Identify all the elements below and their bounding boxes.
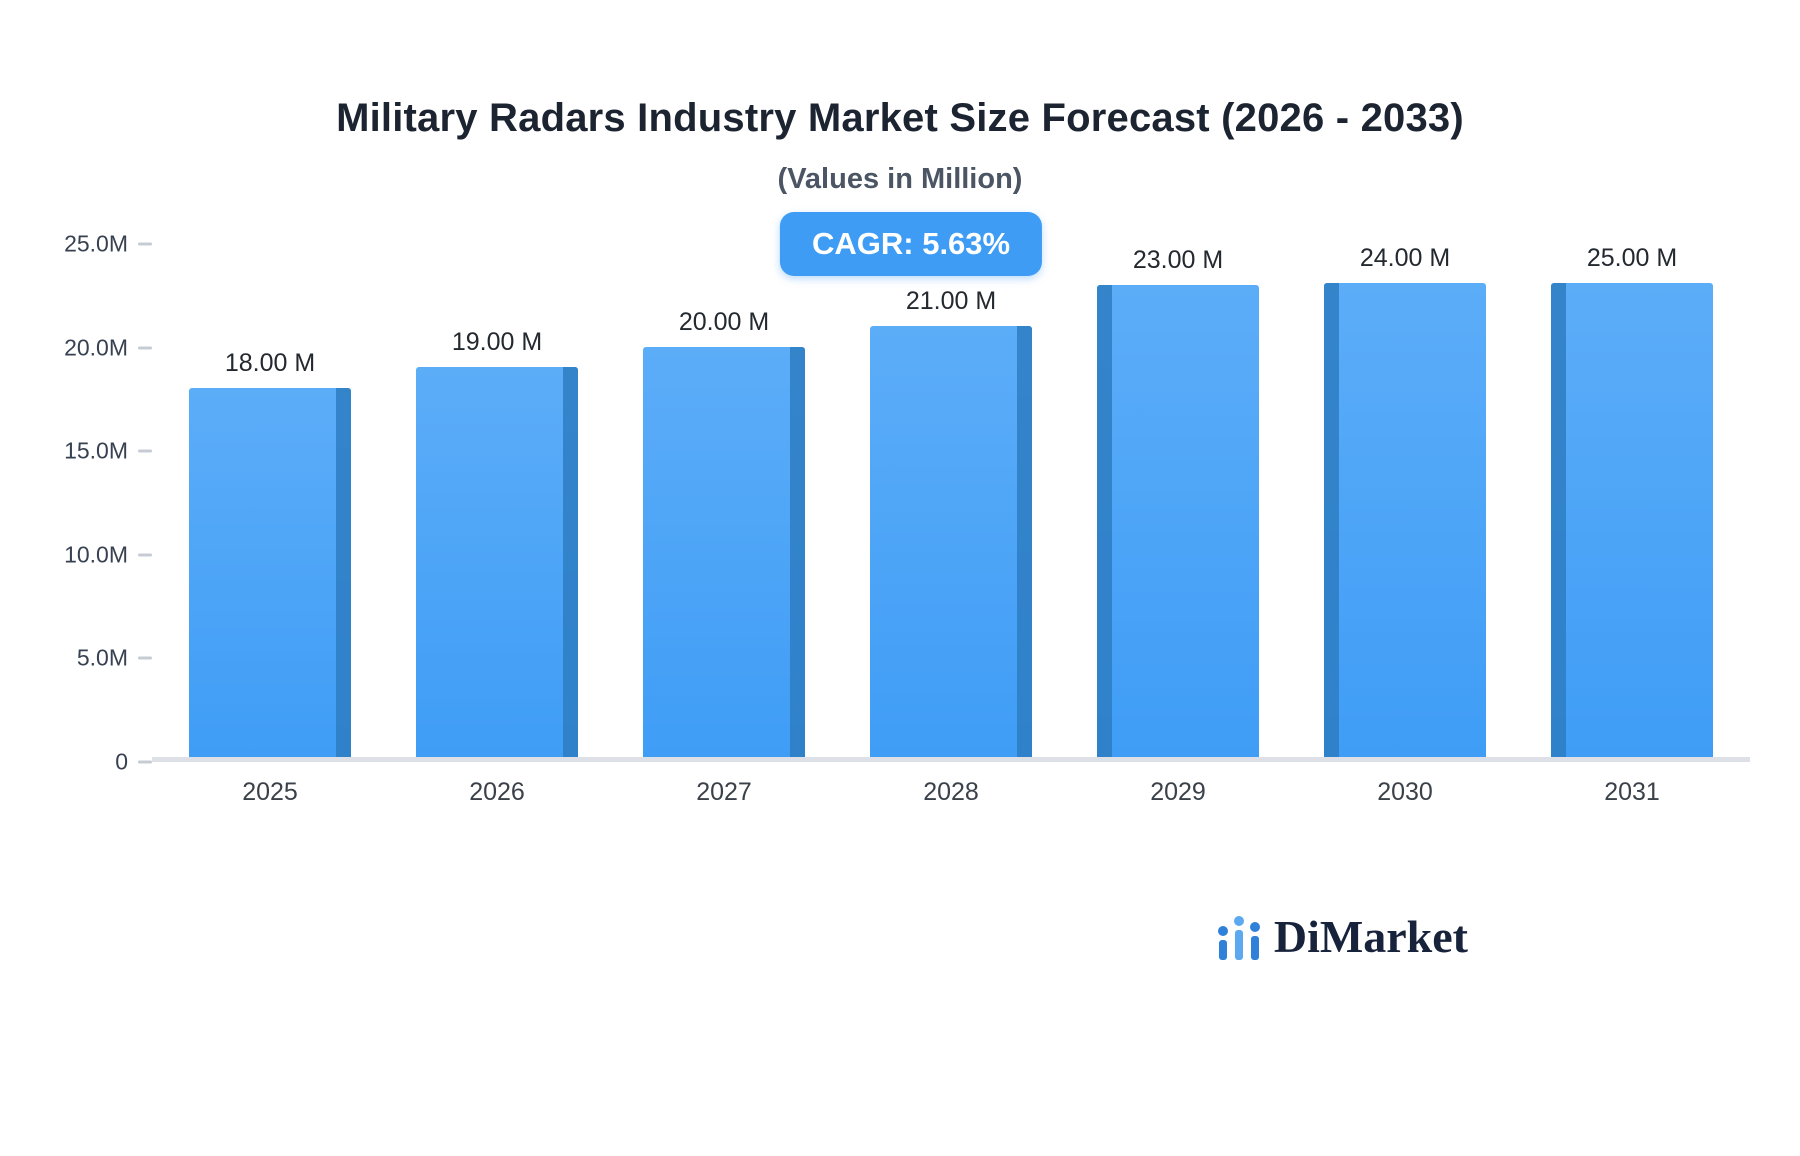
- dimarket-logo-icon: [1217, 916, 1260, 960]
- bar: [1324, 283, 1486, 757]
- chart-header: Military Radars Industry Market Size For…: [0, 0, 1800, 196]
- bar-group: 20.00 M: [643, 244, 805, 758]
- y-tick-label: 25.0M: [64, 230, 128, 257]
- bar-group: 19.00 M: [416, 244, 578, 757]
- x-axis-label: 2029: [1150, 778, 1206, 806]
- y-tick-label: 5.0M: [76, 644, 128, 671]
- bar-value-label: 21.00 M: [905, 287, 997, 316]
- bar-value-label: 25.00 M: [1586, 244, 1678, 272]
- bar-group: 24.00 M: [1324, 244, 1486, 757]
- bar-group: 25.00 M: [1551, 244, 1713, 757]
- bar-group: 23.00 M: [1097, 244, 1259, 757]
- y-axis: 25.0M 20.0M 15.0M 10.0M 5.0M 0: [60, 231, 152, 775]
- x-axis-label: 2026: [469, 778, 525, 806]
- x-axis-label: 2028: [923, 778, 979, 806]
- bar: [189, 387, 351, 758]
- y-tick: 10.0M: [64, 541, 152, 568]
- x-axis-label: 2027: [696, 778, 752, 806]
- chart-area: 25.0M 20.0M 15.0M 10.0M 5.0M 0 CAGR: 5.63% 18…: [60, 212, 1750, 775]
- dimarket-logo-text: DiMarket: [1273, 911, 1468, 962]
- y-tick: 0: [115, 749, 152, 776]
- x-axis-label: 2031: [1604, 778, 1660, 806]
- bar-value-label: 19.00 M: [451, 328, 543, 357]
- bar-value-label: 24.00 M: [1359, 244, 1451, 272]
- y-tick-mark: [138, 449, 152, 453]
- cagr-badge: CAGR: 5.63%: [779, 212, 1043, 276]
- bar: [1097, 285, 1259, 757]
- bar-chart: 25.0M 20.0M 15.0M 10.0M 5.0M 0 CAGR: 5.63% 18…: [50, 212, 1750, 807]
- y-tick-mark: [138, 242, 152, 246]
- y-tick-mark: [138, 656, 152, 660]
- y-tick-mark: [138, 346, 152, 350]
- bar-group: 21.00 M: [870, 244, 1032, 757]
- y-tick-label: 20.0M: [64, 334, 128, 361]
- y-tick: 15.0M: [64, 438, 152, 465]
- y-tick-mark: [138, 760, 152, 764]
- bar-value-label: 23.00 M: [1132, 246, 1224, 275]
- y-tick-mark: [138, 553, 152, 557]
- y-tick: 20.0M: [64, 334, 152, 361]
- page-subtitle: (Values in Million): [777, 163, 1023, 195]
- page-title: Military Radars Industry Market Size For…: [336, 96, 1464, 140]
- y-tick-label: 0: [115, 748, 128, 775]
- dimarket-logo: DiMarket: [1216, 914, 1468, 960]
- bars-container: 18.00 M 19.00 M 20.00 M 21.00 M 23.00 M 24.00…: [160, 244, 1742, 758]
- y-tick-label: 10.0M: [64, 541, 128, 568]
- x-axis-label: 2030: [1377, 778, 1433, 806]
- y-tick: 25.0M: [64, 231, 152, 258]
- bar-value-label: 20.00 M: [678, 307, 770, 336]
- y-tick-label: 15.0M: [64, 437, 128, 464]
- plot-area: CAGR: 5.63% 18.00 M 19.00 M 20.00 M 21.00 M…: [152, 212, 1750, 762]
- bar-group: 18.00 M: [189, 244, 351, 758]
- x-axis: 2025 2026 2027 2028 2029 2030 2031: [152, 778, 1750, 807]
- bar: [1551, 283, 1713, 757]
- bar: [416, 367, 578, 757]
- bar: [870, 326, 1032, 757]
- bar: [643, 346, 805, 758]
- y-tick: 5.0M: [77, 645, 152, 672]
- x-axis-label: 2025: [242, 778, 298, 806]
- bar-value-label: 18.00 M: [224, 348, 316, 377]
